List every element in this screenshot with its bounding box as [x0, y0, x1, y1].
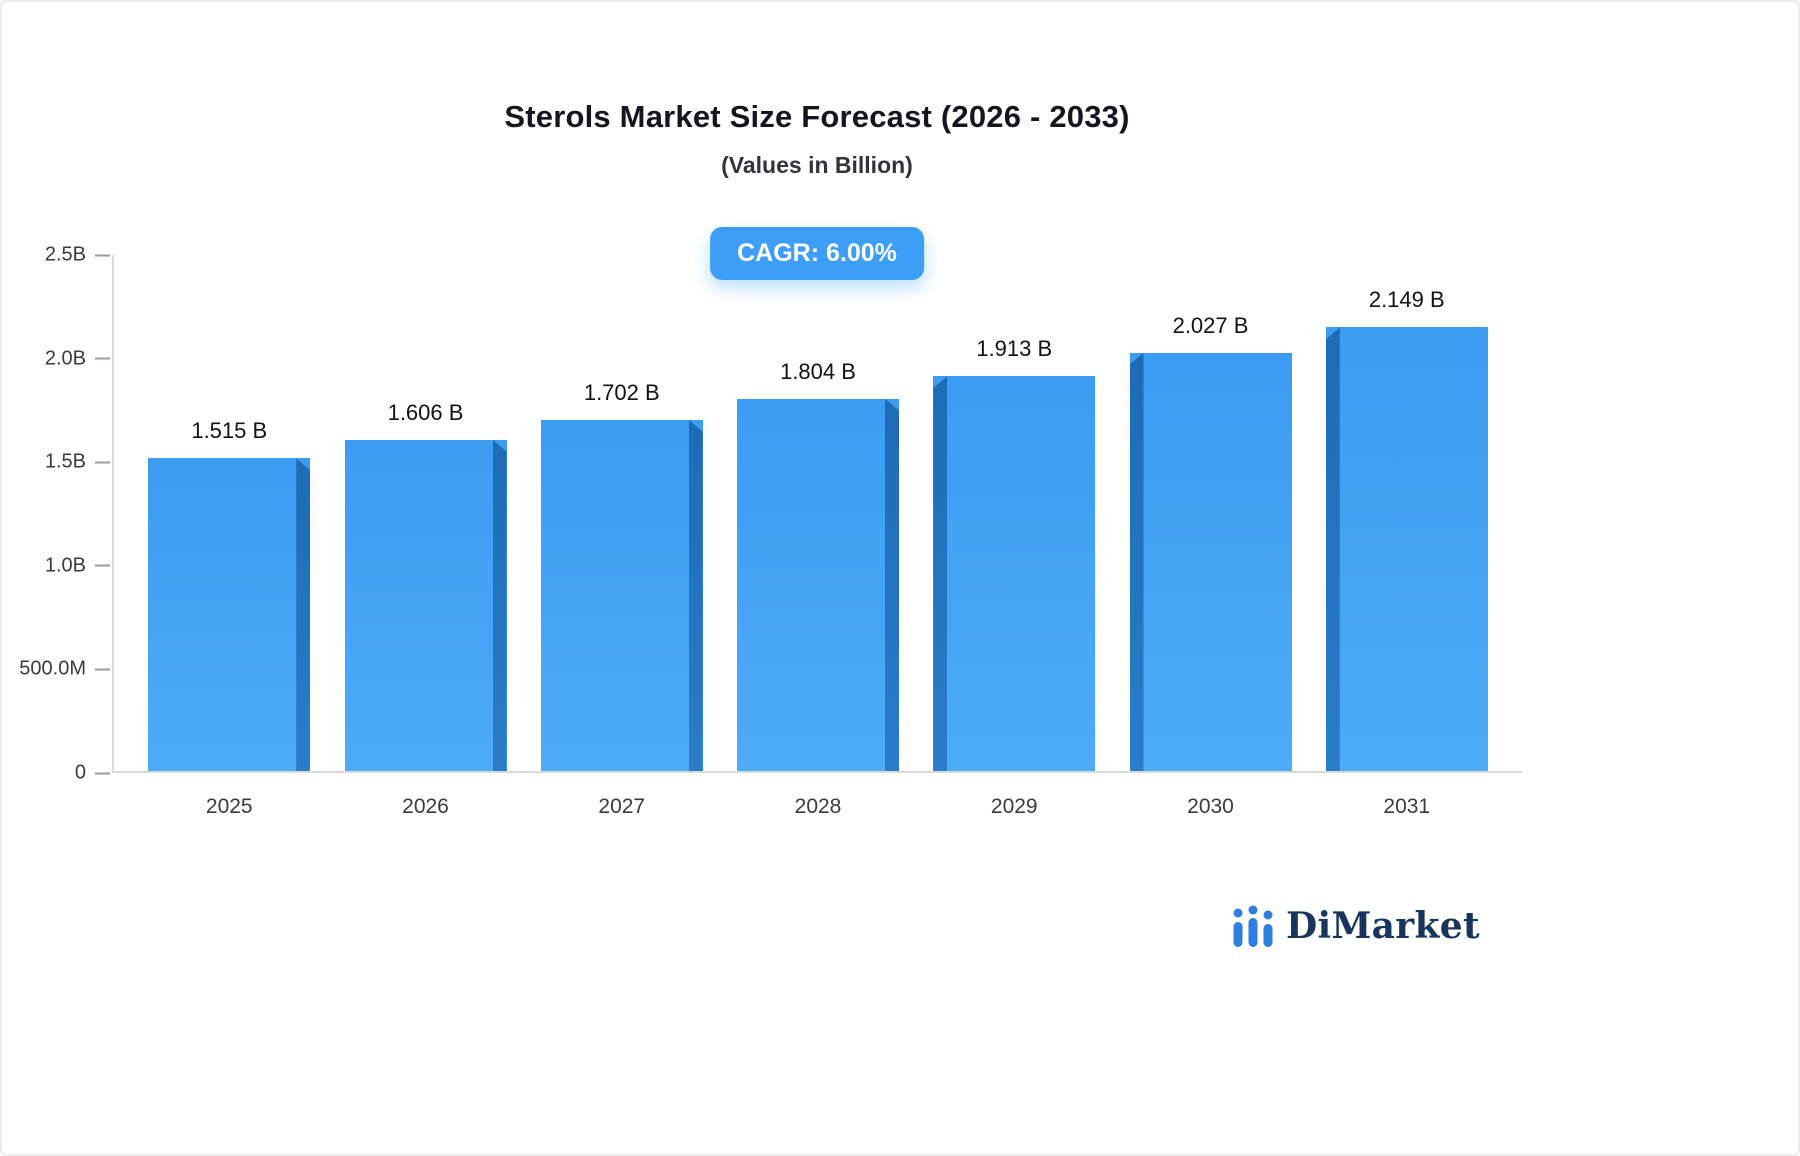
y-tick: 1.0B: [45, 554, 110, 577]
bar-value-label: 2.027 B: [1172, 312, 1249, 338]
x-category-label: 2026: [402, 795, 449, 818]
y-tick: 0: [75, 762, 110, 785]
y-tick-label: 1.5B: [44, 450, 86, 473]
bar-column-2027: 1.702 B 2027: [540, 255, 703, 818]
chart-subtitle: (Values in Billion): [721, 152, 913, 178]
bar-rect: 2.027 B: [1129, 313, 1292, 771]
y-tick-mark: [95, 772, 110, 774]
bar-column-2030: 2.027 B 2030: [1129, 255, 1292, 818]
bar-value-label: 1.515 B: [191, 418, 268, 444]
bar-value-label: 1.804 B: [780, 358, 856, 384]
bar-column-2029: 1.913 B 2029: [933, 255, 1096, 818]
bar-rect: 1.515 B: [148, 418, 311, 771]
bar-value-label: 2.149 B: [1368, 287, 1445, 313]
y-tick-mark: [95, 254, 110, 256]
y-tick: 1.5B: [45, 451, 110, 474]
bars: 1.515 B 2025 1.606 B 2026 1.702 B 2027 1.804 B…: [114, 255, 1522, 818]
y-tick-mark: [95, 357, 110, 360]
y-axis: 2.5B 2.0B 1.5B 1.0B 500.0M 0: [2, 244, 110, 784]
bar-value-label: 1.606 B: [387, 399, 464, 425]
y-tick-mark: [95, 461, 110, 464]
x-category-label: 2025: [205, 795, 253, 818]
cagr-badge: CAGR: 6.00%: [710, 227, 924, 280]
plot-area: 1.515 B 2025 1.606 B 2026 1.702 B 2027 1.804 B…: [112, 255, 1522, 818]
bar-column-2025: 1.515 B 2025: [148, 255, 311, 818]
y-tick: 2.0B: [45, 347, 110, 370]
chart-title: Sterols Market Size Forecast (2026 - 203…: [504, 99, 1130, 134]
y-tick: 2.5B: [45, 244, 110, 267]
y-tick-mark: [95, 668, 110, 671]
y-tick-label: 2.0B: [44, 347, 86, 370]
brand-bars-icon: [1233, 905, 1273, 947]
bar-column-2026: 1.606 B 2026: [344, 255, 507, 818]
bar-rect: 2.149 B: [1325, 287, 1488, 771]
x-category-label: 2029: [990, 795, 1038, 818]
x-category-label: 2031: [1383, 795, 1431, 818]
bar-rect: 1.804 B: [737, 359, 899, 771]
bar-value-label: 1.702 B: [583, 379, 660, 405]
bar-column-2031: 2.149 B 2031: [1325, 255, 1488, 818]
brand-name: DiMarket: [1286, 905, 1480, 947]
y-tick-label: 2.5B: [44, 243, 86, 266]
bar-column-2028: 1.804 B 2028: [737, 255, 899, 818]
x-category-label: 2027: [598, 795, 646, 818]
x-category-label: 2028: [794, 795, 842, 818]
bar-rect: 1.702 B: [540, 380, 703, 771]
bar-rect: 1.913 B: [933, 336, 1096, 771]
y-tick-label: 0: [74, 761, 86, 784]
bar-value-label: 1.913 B: [976, 336, 1053, 362]
y-tick-mark: [95, 564, 110, 567]
y-tick-label: 1.0B: [44, 554, 86, 577]
bar-rect: 1.606 B: [344, 400, 507, 771]
y-tick: 500.0M: [19, 658, 110, 681]
y-tick-label: 500.0M: [19, 657, 86, 680]
brand-logo: DiMarket: [1230, 905, 1480, 947]
x-category-label: 2030: [1187, 795, 1234, 818]
